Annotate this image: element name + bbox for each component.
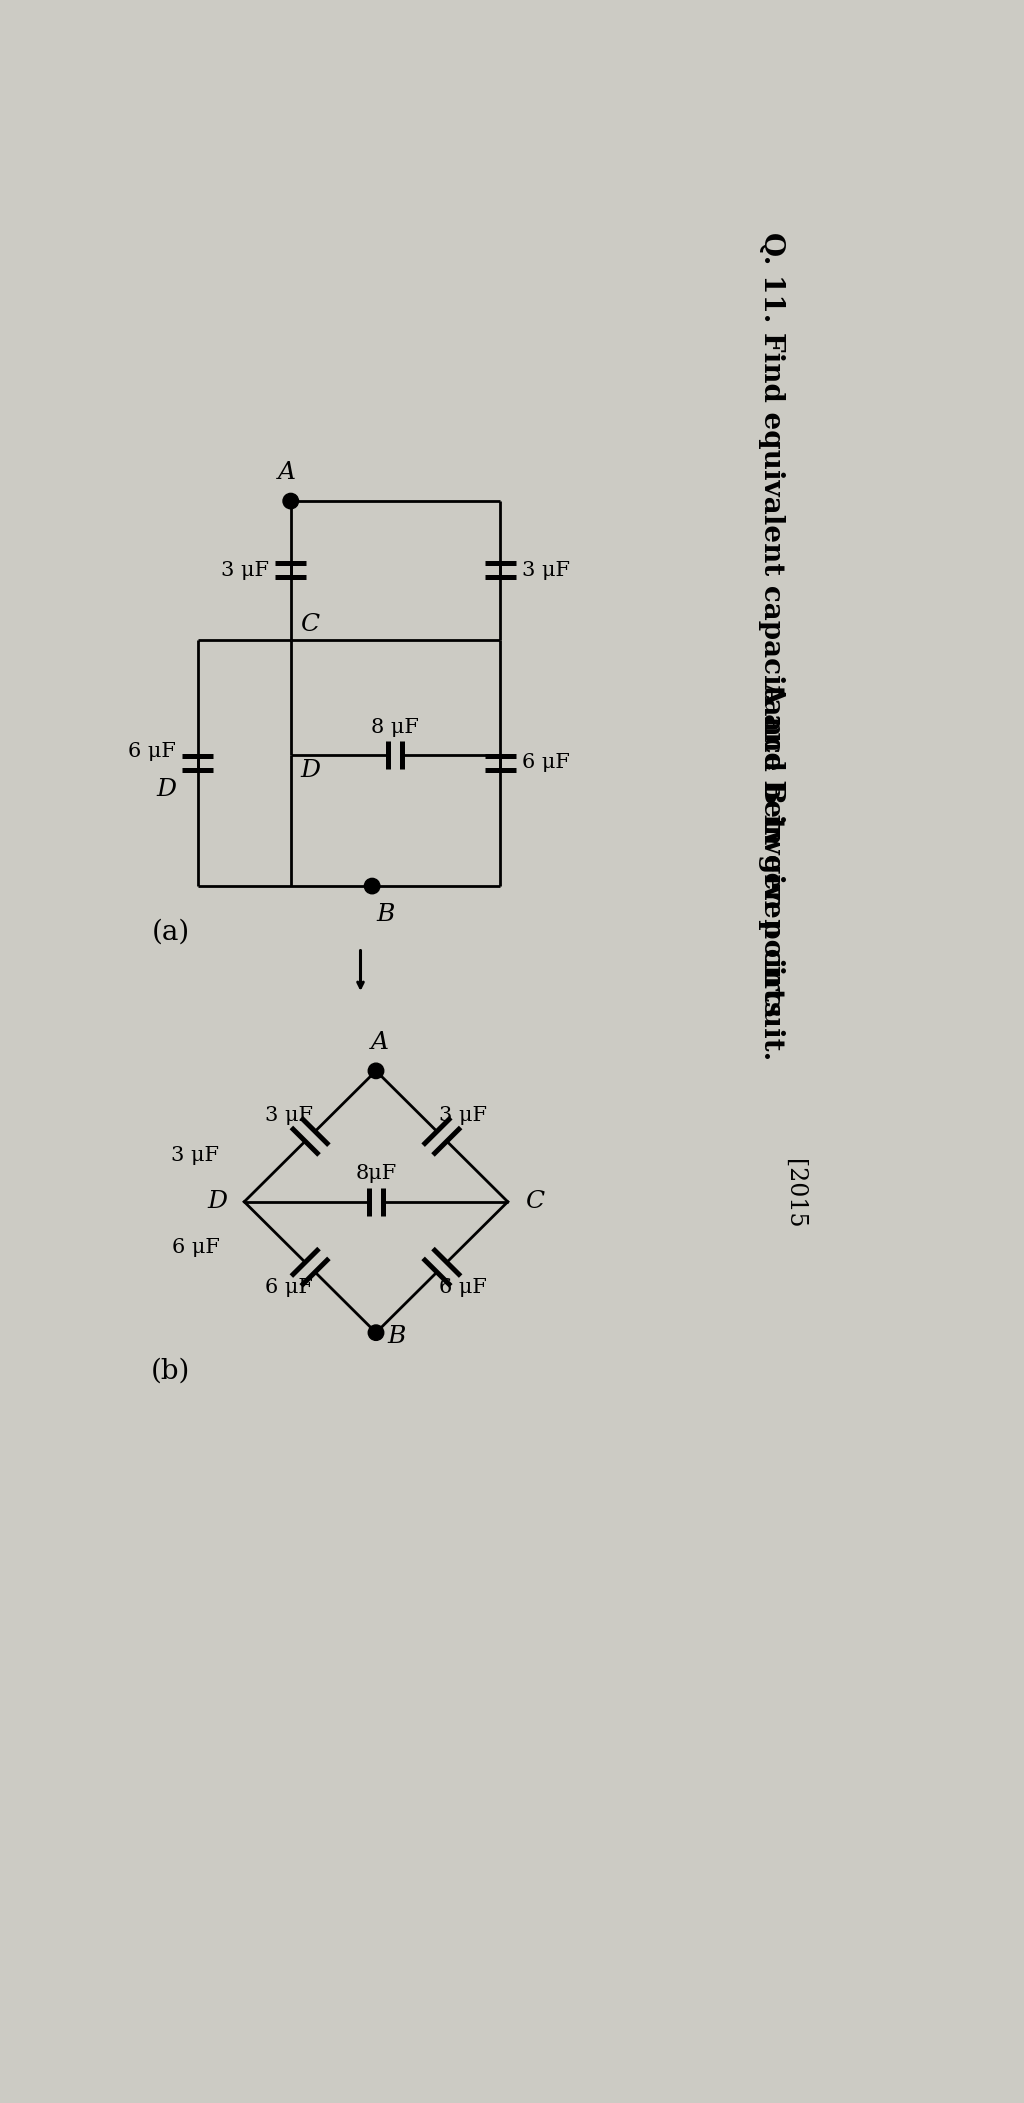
Circle shape bbox=[283, 494, 299, 509]
Text: [2015: [2015 bbox=[783, 1159, 806, 1228]
Text: Q. 11. Find equivalent capacitance between points: Q. 11. Find equivalent capacitance betwe… bbox=[758, 231, 784, 1016]
Text: B: B bbox=[376, 902, 394, 925]
Text: 8 μF: 8 μF bbox=[372, 717, 419, 736]
Text: C: C bbox=[300, 612, 319, 635]
Text: B: B bbox=[388, 1325, 406, 1348]
Text: A and B in given circuit.: A and B in given circuit. bbox=[758, 681, 784, 1060]
Text: 3 μF: 3 μF bbox=[438, 1106, 486, 1125]
Text: 3 μF: 3 μF bbox=[521, 562, 569, 580]
Circle shape bbox=[369, 1064, 384, 1079]
Text: C: C bbox=[524, 1190, 544, 1213]
Text: (a): (a) bbox=[152, 919, 189, 946]
Text: 3 μF: 3 μF bbox=[171, 1146, 219, 1165]
Text: 3 μF: 3 μF bbox=[221, 562, 269, 580]
Text: A: A bbox=[371, 1030, 389, 1054]
Circle shape bbox=[369, 1325, 384, 1340]
Text: D: D bbox=[207, 1190, 227, 1213]
Text: (b): (b) bbox=[151, 1359, 190, 1384]
Text: 8μF: 8μF bbox=[355, 1165, 396, 1184]
Text: 6 μF: 6 μF bbox=[521, 753, 569, 772]
Text: D: D bbox=[300, 759, 321, 782]
Text: 6 μF: 6 μF bbox=[128, 742, 176, 761]
Text: 6 μF: 6 μF bbox=[438, 1279, 486, 1298]
Text: 6 μF: 6 μF bbox=[265, 1279, 313, 1298]
Text: A: A bbox=[278, 461, 296, 484]
Text: D: D bbox=[156, 778, 176, 801]
Text: 3 μF: 3 μF bbox=[265, 1106, 313, 1125]
Text: 6 μF: 6 μF bbox=[172, 1239, 219, 1258]
Circle shape bbox=[365, 879, 380, 894]
